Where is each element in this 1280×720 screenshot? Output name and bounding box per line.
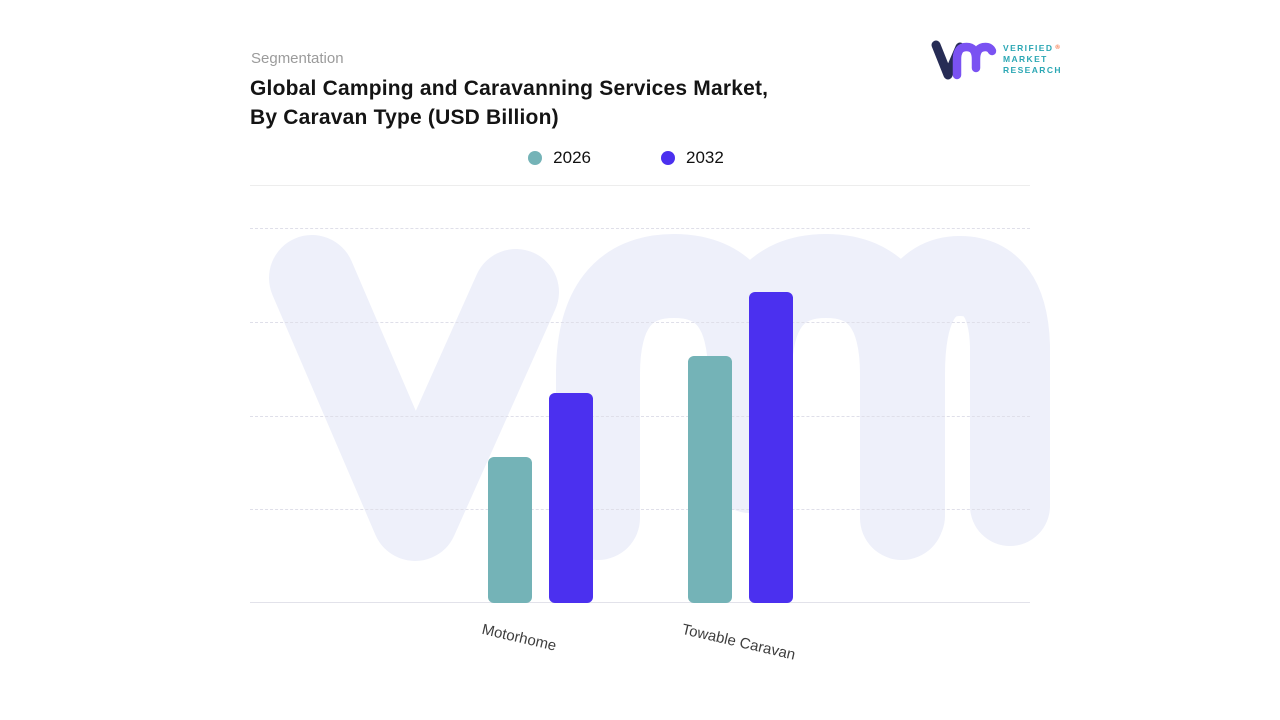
eyebrow-label: Segmentation (251, 50, 344, 67)
vmr-logo-icon (931, 40, 997, 80)
legend-item-2026[interactable]: 2026 (528, 148, 591, 168)
logo-line-research: RESEARCH (1003, 64, 1062, 75)
gridline (250, 321, 1030, 323)
bar-group-towable-caravan: Towable Caravan (680, 228, 796, 664)
chart-title-line1: Global Camping and Caravanning Services … (250, 77, 769, 100)
vmr-logo-text: VERIFIED ® MARKET RESEARCH (1003, 43, 1062, 76)
legend-item-2032[interactable]: 2032 (661, 148, 724, 168)
bar-towable-caravan-2026[interactable] (687, 355, 732, 603)
legend-label: 2032 (686, 148, 724, 167)
logo-line-market: MARKET (1003, 53, 1048, 64)
header-divider (250, 185, 1030, 186)
gridline (250, 415, 1030, 417)
legend-label: 2026 (553, 148, 591, 167)
vmr-logo: VERIFIED ® MARKET RESEARCH (930, 38, 1062, 80)
plot-area: Motorhome Towable Caravan (250, 228, 1050, 664)
bar-group-motorhome: Motorhome (480, 228, 593, 655)
category-label-towable-caravan: Towable Caravan (679, 621, 797, 664)
logo-line-verified: VERIFIED (1003, 42, 1054, 53)
legend-dot-icon (528, 151, 543, 165)
registered-mark: ® (1055, 44, 1062, 51)
gridline (250, 228, 1030, 229)
legend-dot-icon (661, 151, 675, 165)
gridline (250, 509, 1030, 511)
chart-title-line2: By Caravan Type (USD Billion) (250, 106, 559, 129)
x-axis-baseline (250, 602, 1030, 603)
chart-title: Global Camping and Caravanning Services … (250, 74, 768, 132)
category-label-motorhome: Motorhome (479, 621, 558, 655)
bar-groups: Motorhome Towable Caravan (250, 228, 1030, 664)
bar-motorhome-2026[interactable] (487, 456, 532, 603)
bar-towable-caravan-2032[interactable] (748, 291, 793, 603)
legend: 2026 2032 (236, 148, 1016, 168)
bar-motorhome-2032[interactable] (548, 393, 593, 603)
